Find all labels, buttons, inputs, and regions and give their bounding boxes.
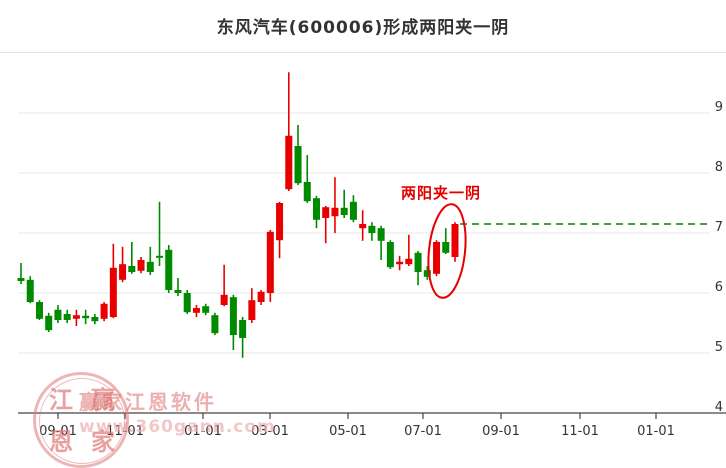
candle-body <box>294 146 302 184</box>
candle-body <box>165 249 173 290</box>
candle-body <box>433 242 441 274</box>
candle-body <box>377 228 385 241</box>
candle-body <box>183 293 191 313</box>
candle-body <box>45 315 53 331</box>
page-title: 东风汽车(600006)形成两阳夹一阴 <box>216 18 510 38</box>
x-axis-label: 01-01 <box>184 424 222 439</box>
candle-body <box>119 264 127 280</box>
candle-body <box>266 231 274 293</box>
candle-body <box>248 300 256 320</box>
candle-body <box>303 182 311 202</box>
candle-body <box>128 266 136 272</box>
watermark-seal-icon: 江 赢 恩 家 <box>33 372 129 468</box>
candle-body <box>192 308 200 313</box>
candle-body <box>442 242 450 253</box>
y-axis-label: 8 <box>715 160 723 175</box>
title-divider <box>0 52 726 53</box>
candle-body <box>229 297 237 335</box>
candle-body <box>137 260 145 271</box>
seal-char: 家 <box>91 428 115 456</box>
candle-body <box>405 258 413 265</box>
candle-body <box>220 294 228 305</box>
candle-body <box>82 315 90 319</box>
candle-body <box>35 302 43 319</box>
candle-body <box>276 203 284 241</box>
x-axis-label: 07-01 <box>404 424 442 439</box>
watermark-seal-characters: 江 赢 恩 家 <box>39 378 125 464</box>
x-axis-label: 05-01 <box>329 424 367 439</box>
candle-body <box>359 224 367 229</box>
candle-body <box>396 261 404 265</box>
x-axis-label: 03-01 <box>251 424 289 439</box>
x-axis-label: 11-01 <box>561 424 599 439</box>
candle-body <box>312 198 320 220</box>
candle-body <box>322 207 330 218</box>
candle-body <box>174 290 182 293</box>
candle-body <box>63 314 71 320</box>
x-axis-label: 09-01 <box>482 424 520 439</box>
candle-body <box>156 255 164 258</box>
y-axis-label: 7 <box>715 220 723 235</box>
candle-body <box>17 278 25 281</box>
candle-body <box>340 207 348 215</box>
candle-body <box>386 242 394 268</box>
candle-body <box>349 201 357 220</box>
candle-body <box>285 135 293 190</box>
candle-body <box>109 267 117 317</box>
candle-body <box>91 317 99 322</box>
candle-body <box>239 320 247 338</box>
seal-char: 恩 <box>49 428 73 456</box>
candle-body <box>331 207 339 217</box>
seal-char: 江 <box>49 386 73 414</box>
candle-body <box>146 261 154 272</box>
candle-body <box>414 252 422 272</box>
candle-body <box>54 309 62 320</box>
pattern-highlight-ellipse <box>427 203 467 299</box>
y-axis-label: 5 <box>715 340 723 355</box>
candle-body <box>451 224 459 257</box>
candle-body <box>26 279 34 302</box>
candle-body <box>423 270 431 277</box>
candle-body <box>257 291 265 302</box>
y-axis-label: 9 <box>715 100 723 115</box>
candle-body <box>72 315 80 319</box>
x-axis-label: 01-01 <box>637 424 675 439</box>
candle-body <box>202 306 210 313</box>
y-axis-label: 4 <box>715 400 723 415</box>
pattern-annotation-label: 两阳夹一阴 <box>401 184 482 202</box>
y-axis-label: 6 <box>715 280 723 295</box>
candle-body <box>211 315 219 334</box>
candle-body <box>368 225 376 233</box>
candle-body <box>100 303 108 319</box>
seal-char: 赢 <box>91 386 115 414</box>
